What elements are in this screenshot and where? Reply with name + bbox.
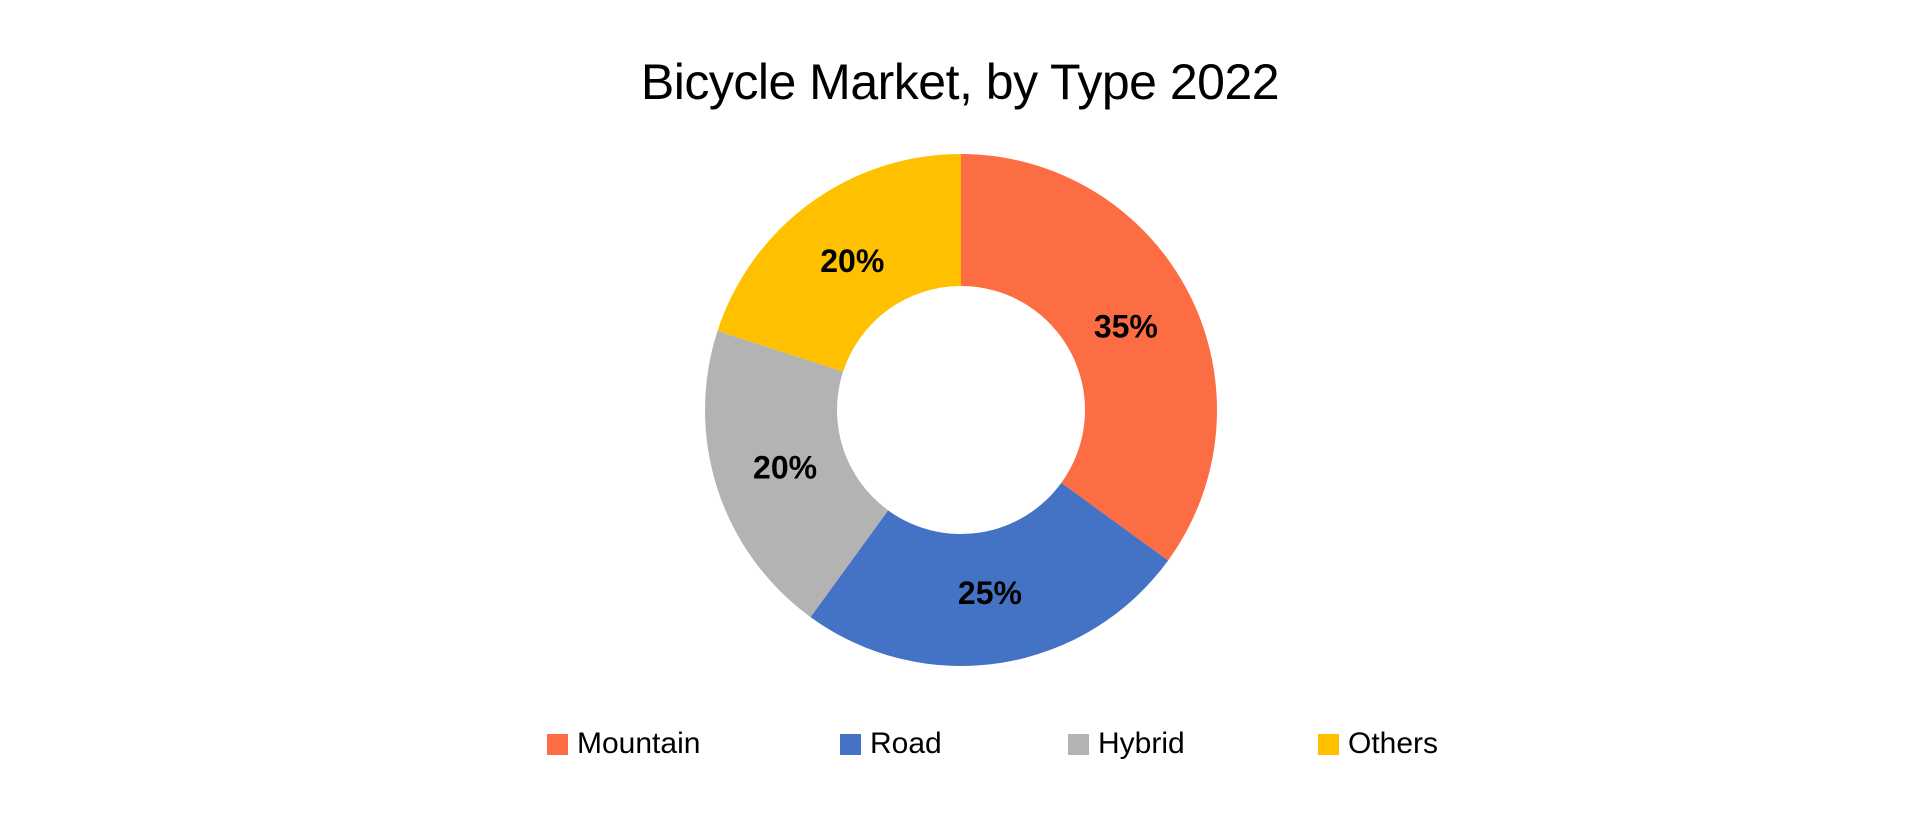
legend-item-hybrid: Hybrid	[1068, 729, 1185, 759]
donut-slice-others	[717, 154, 961, 372]
legend-color-swatch-mountain	[547, 733, 568, 755]
legend-color-swatch-hybrid	[1068, 733, 1089, 755]
legend-label-hybrid: Hybrid	[1098, 727, 1185, 760]
legend-color-swatch-road	[840, 733, 861, 755]
legend-item-road: Road	[840, 729, 942, 759]
data-label-others: 20%	[820, 243, 884, 279]
legend-label-others: Others	[1348, 727, 1439, 760]
donut-slice-road	[810, 482, 1169, 666]
legend-item-mountain: Mountain	[547, 729, 700, 759]
donut-slice-hybrid	[705, 330, 889, 618]
data-label-mountain: 35%	[1094, 309, 1158, 345]
legend-item-others: Others	[1318, 729, 1438, 759]
legend-label-road: Road	[870, 727, 942, 760]
donut-slice-mountain	[961, 154, 1217, 561]
data-label-road: 25%	[958, 575, 1022, 611]
chart-title: Bicycle Market, by Type 2022	[640, 54, 1280, 110]
legend-label-mountain: Mountain	[577, 727, 701, 760]
legend-color-swatch-others	[1318, 733, 1339, 755]
data-label-hybrid: 20%	[753, 450, 817, 486]
